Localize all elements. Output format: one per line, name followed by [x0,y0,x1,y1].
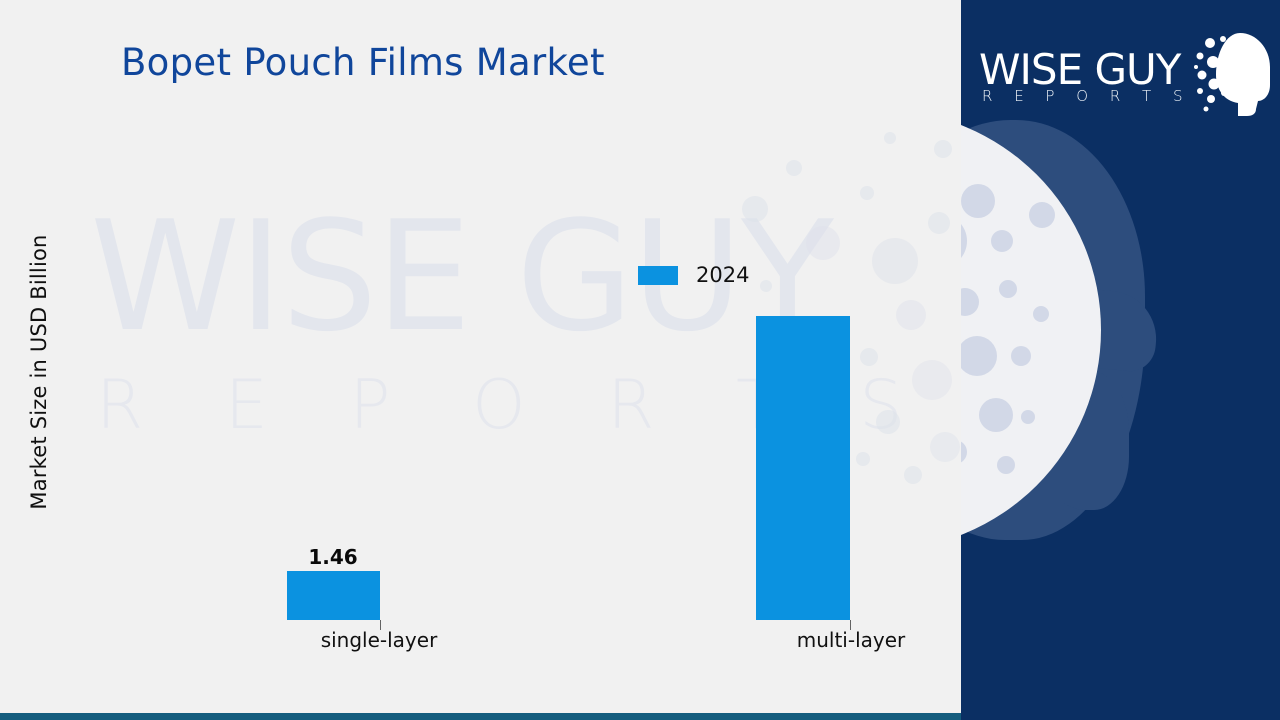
axis-tick-multi-layer [850,620,851,630]
logo-subtitle: R E P O R T S [982,87,1191,105]
molecule-dot [999,280,1017,298]
decor-blob [760,280,772,292]
molecule-dot [961,336,997,376]
bar-single-layer[interactable] [287,571,380,620]
category-label-single-layer: single-layer [320,628,438,652]
decor-blob [928,212,950,234]
decor-blob [876,410,900,434]
chart-legend[interactable]: 2024 [638,263,749,287]
molecule-dot [1021,410,1035,424]
molecule-dot [979,398,1013,432]
chart-panel: WISE GUY R E P O R T S Bopet Pouch Films… [27,41,960,652]
brand-panel: WISE GUY R E P O R T S [961,0,1280,720]
molecule-dot [961,184,995,218]
decor-blob [896,300,926,330]
molecule-dot [991,230,1013,252]
decor-blob [786,160,802,176]
axis-tick-single-layer [380,620,381,630]
molecule-dot [997,456,1015,474]
molecule-dot [961,440,967,464]
legend-swatch-2024 [638,265,678,285]
decor-blob [742,196,768,222]
decor-blob [934,140,952,158]
logo-head-icon [1194,31,1274,117]
decor-blob [904,466,922,484]
category-label-multi-layer: multi-layer [796,628,906,652]
plot-area: 1.46 single-layer multi-layer 2024 [287,263,906,652]
legend-label-2024: 2024 [696,263,750,287]
logo-wordmark: WISE GUY [979,45,1181,94]
decor-blob [860,186,874,200]
decor-blob [912,360,952,400]
molecule-dot [1029,202,1055,228]
molecule-dot [961,288,979,316]
bar-value-single-layer: 1.46 [308,545,358,569]
logo[interactable]: WISE GUY R E P O R T S [979,25,1270,116]
molecule-dot [1011,346,1031,366]
molecule-dot [961,214,967,268]
bottom-accent-bar [0,713,961,720]
decor-blob [806,226,840,260]
decor-blob [884,132,896,144]
decor-blob [856,452,870,466]
decor-blob [860,348,878,366]
molecule-dot [1033,306,1049,322]
decor-blob [872,238,918,284]
decor-blob [930,432,960,462]
page-title: Bopet Pouch Films Market [121,41,605,84]
bar-multi-layer[interactable] [756,316,850,620]
